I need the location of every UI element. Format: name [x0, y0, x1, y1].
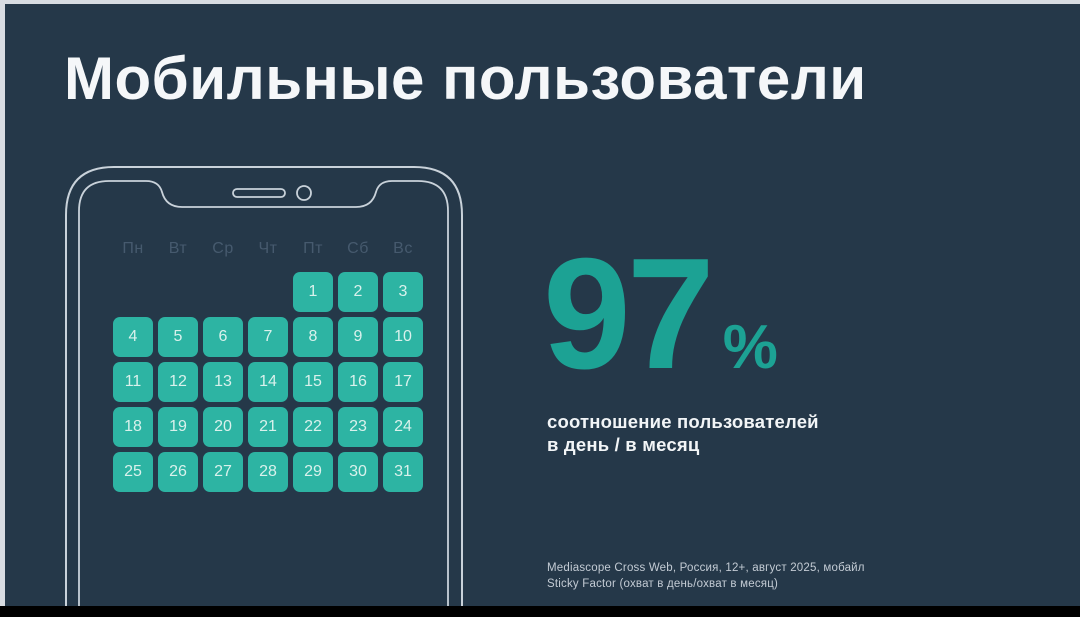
calendar-day-cell: 31 [383, 452, 423, 492]
stat-description-line1: соотношение пользователей [547, 411, 819, 432]
weekday-label: Пт [303, 240, 323, 257]
calendar-day-cell: 21 [248, 407, 288, 447]
calendar-day-cell: 26 [158, 452, 198, 492]
calendar-day-cell: 29 [293, 452, 333, 492]
calendar-day-cell: 14 [248, 362, 288, 402]
phone-camera-icon [296, 185, 312, 201]
calendar-day-cell: 22 [293, 407, 333, 447]
calendar-day-cell: 8 [293, 317, 333, 357]
source-footnote-line2: Sticky Factor (охват в день/охват в меся… [547, 578, 779, 591]
stat-value: 97 [543, 226, 715, 402]
calendar-day-cell: 15 [293, 362, 333, 402]
calendar-day-cell: 12 [158, 362, 198, 402]
calendar-day-cell: 16 [338, 362, 378, 402]
calendar-day-cell: 27 [203, 452, 243, 492]
calendar-day-cell: 6 [203, 317, 243, 357]
calendar-day-cell: 25 [113, 452, 153, 492]
calendar-day-cell: 23 [338, 407, 378, 447]
calendar-day-cell: 19 [158, 407, 198, 447]
calendar-day-cell: 7 [248, 317, 288, 357]
calendar-day-cell: 30 [338, 452, 378, 492]
calendar-grid: 1 2 3 4 5 6 7 8 9 10 11 12 13 14 15 16 17 18 19 20 21 22 23 24 2… [113, 272, 423, 492]
calendar-empty-cell [158, 272, 198, 312]
calendar-weekday-row: Пн Вт Ср Чт Пт Сб Вс [113, 240, 423, 258]
source-footnote-line1: Mediascope Cross Web, Россия, 12+, авгус… [547, 562, 865, 574]
source-footnote: Mediascope Cross Web, Россия, 12+, авгус… [547, 560, 865, 592]
calendar-day-cell: 28 [248, 452, 288, 492]
bottom-bar [0, 606, 1080, 617]
calendar-day-cell: 2 [338, 272, 378, 312]
stat-block: 97% [543, 235, 778, 393]
stat-description: соотношение пользователей в день / в мес… [547, 411, 819, 457]
weekday-label: Сб [347, 240, 369, 257]
calendar-day-cell: 17 [383, 362, 423, 402]
page-title: Мобильные пользователи [64, 45, 867, 112]
stat-description-line2: в день / в месяц [547, 433, 700, 455]
calendar-day-cell: 5 [158, 317, 198, 357]
calendar-empty-cell [248, 272, 288, 312]
calendar-day-cell: 1 [293, 272, 333, 312]
phone-speaker-icon [232, 188, 286, 198]
percent-sign: % [722, 313, 778, 382]
calendar-day-cell: 24 [383, 407, 423, 447]
calendar-day-cell: 13 [203, 362, 243, 402]
calendar-day-cell: 3 [383, 272, 423, 312]
calendar-day-cell: 4 [113, 317, 153, 357]
calendar-day-cell: 20 [203, 407, 243, 447]
weekday-label: Пн [122, 240, 144, 257]
calendar-day-cell: 9 [338, 317, 378, 357]
calendar-day-cell: 10 [383, 317, 423, 357]
weekday-label: Чт [258, 240, 278, 257]
calendar-empty-cell [113, 272, 153, 312]
weekday-label: Вт [168, 240, 188, 257]
calendar-day-cell: 18 [113, 407, 153, 447]
weekday-label: Вс [393, 240, 413, 257]
calendar-empty-cell [203, 272, 243, 312]
calendar-day-cell: 11 [113, 362, 153, 402]
weekday-label: Ср [212, 240, 234, 257]
